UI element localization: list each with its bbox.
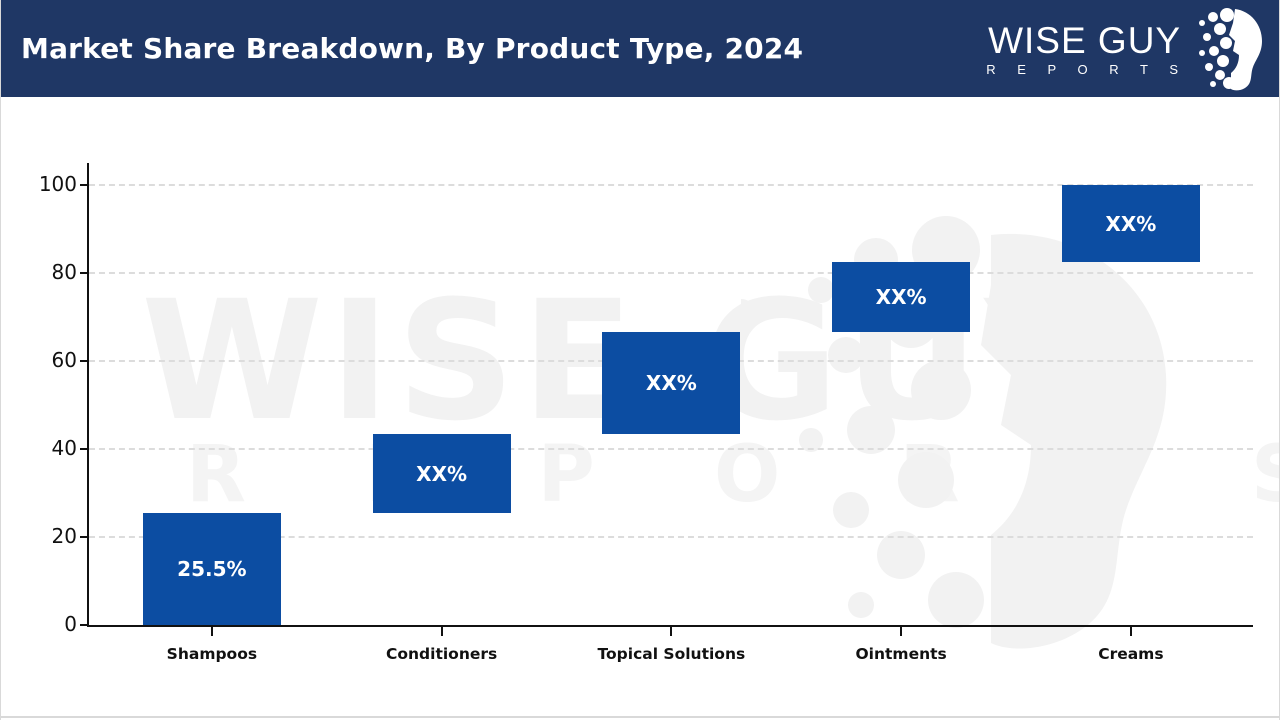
gridline [89,184,1253,186]
x-tick-mark [210,627,213,636]
bar-value-label: XX% [645,371,697,396]
bar-segment: XX% [832,262,971,332]
y-tick-label: 60 [51,348,77,372]
y-tick-label: 100 [38,172,77,196]
gridline [89,536,1253,538]
bar-value-label: XX% [1105,211,1157,236]
y-tick-mark [80,624,89,626]
x-axis-line [87,625,1253,627]
category-label: Shampoos [166,645,258,663]
bar-value-label: XX% [416,461,468,486]
chart-area: 0 20 40 60 80 100 25.5% Shampoos XX% Conditioners… [1,97,1279,717]
category-label: Topical Solutions [597,645,746,663]
footer-divider [1,716,1279,718]
header-bar: Market Share Breakdown, By Product Type,… [1,0,1279,97]
y-tick-mark [80,536,89,538]
y-tick-label: 20 [51,524,77,548]
x-tick-mark [1129,627,1132,636]
y-tick-label: 40 [51,436,77,460]
logo-wordmark: WISE GUY [988,19,1182,61]
category-label: Ointments [855,645,947,663]
gridline [89,272,1253,274]
logo-subtitle: R E P O R T S [986,61,1187,77]
chart-title: Market Share Breakdown, By Product Type,… [21,32,804,65]
y-tick-mark [80,272,89,274]
bar-value-label: 25.5% [177,556,247,581]
y-tick-mark [80,360,89,362]
gridline [89,448,1253,450]
y-axis-line [87,163,89,627]
wiseguy-logo: WISE GUY R E P O R T S [982,7,1265,91]
bar-segment: 25.5% [142,512,281,625]
bar-value-label: XX% [875,284,927,309]
y-tick-mark [80,448,89,450]
logo-head-icon [1199,7,1262,90]
x-tick-mark [900,627,903,636]
category-label: Conditioners [385,645,498,663]
logo-text: WISE GUY R E P O R T S [982,22,1187,76]
x-tick-mark [670,627,673,636]
bar-segment: XX% [602,331,741,435]
y-tick-mark [80,184,89,186]
bar-segment: XX% [372,434,511,513]
x-tick-mark [440,627,443,636]
y-tick-label: 0 [64,612,77,636]
category-label: Creams [1098,645,1164,663]
bar-segment: XX% [1061,185,1200,262]
y-tick-label: 80 [51,260,77,284]
